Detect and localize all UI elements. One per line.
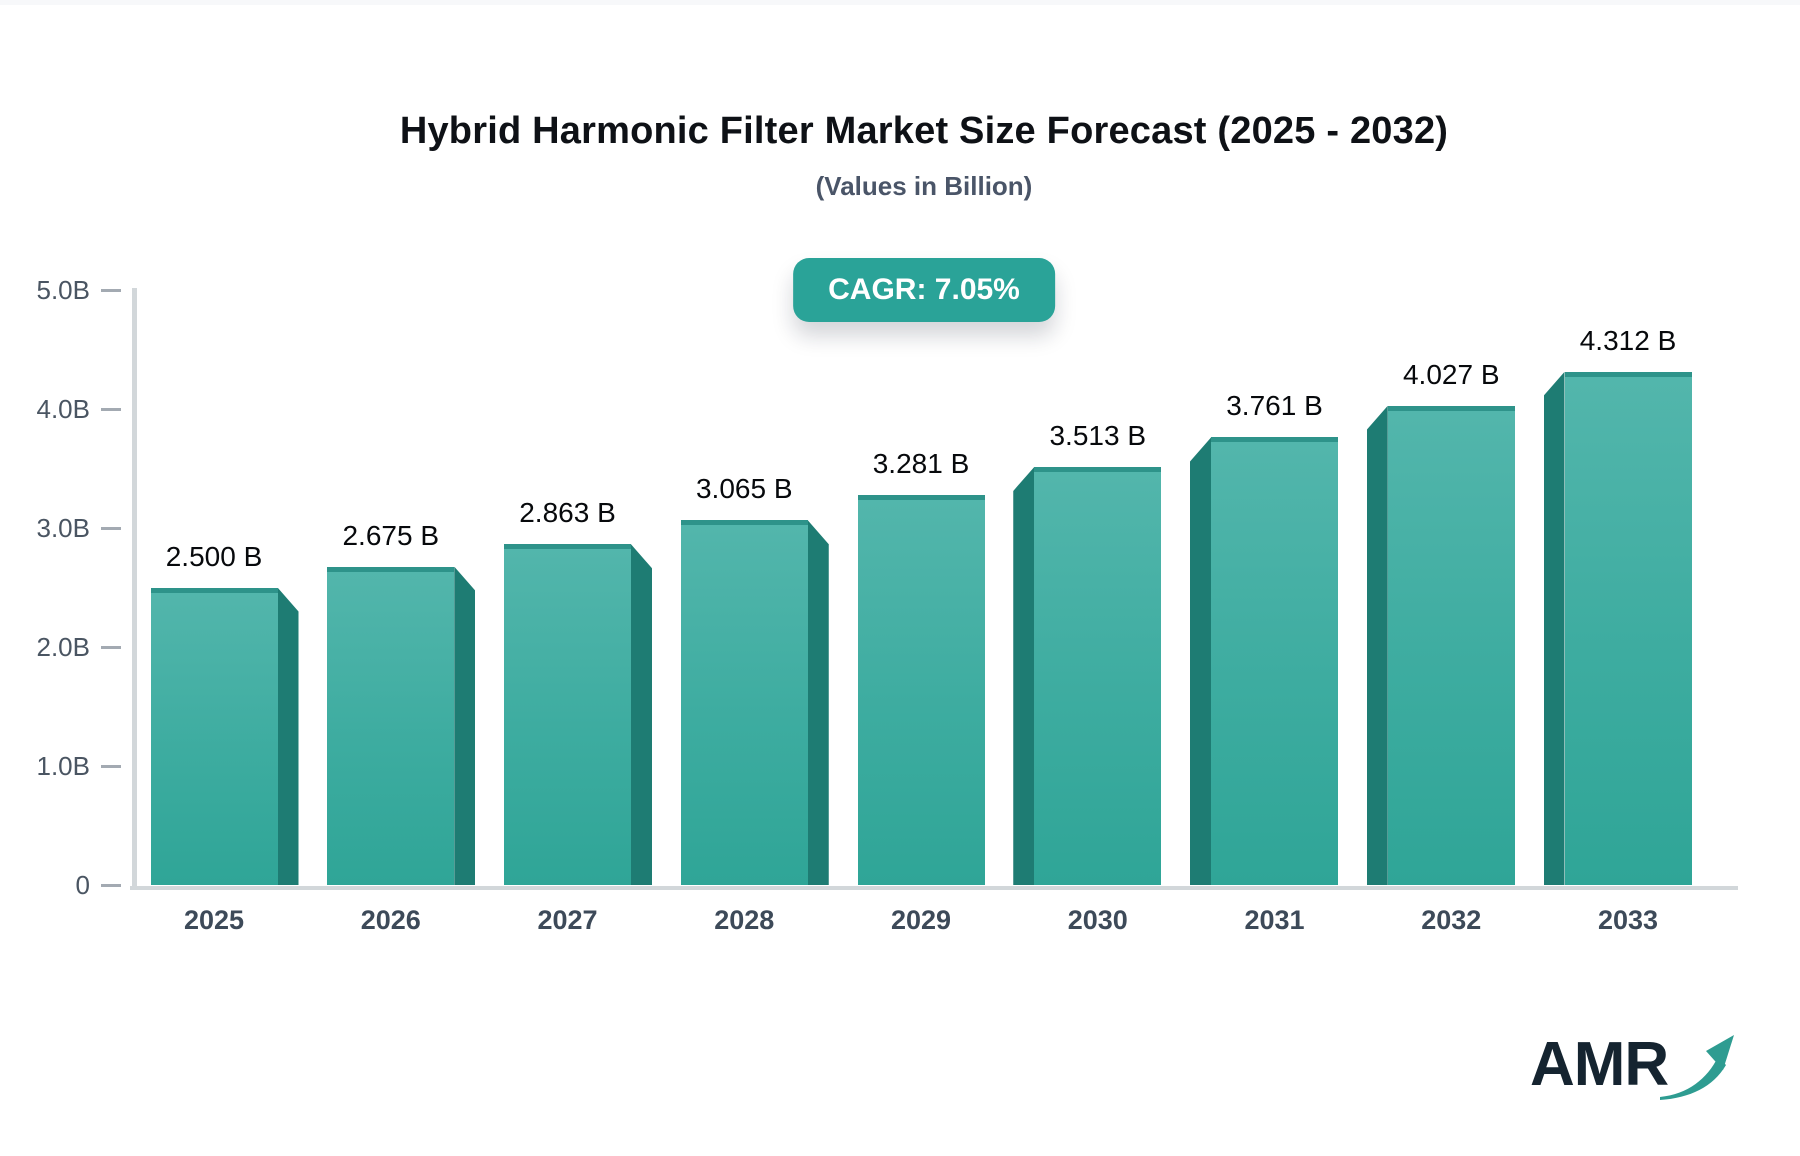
y-axis-tick-label: 0 [75, 870, 90, 900]
x-axis-label: 2025 [183, 905, 245, 935]
y-axis-tick-mark [101, 408, 121, 411]
cagr-badge: CAGR: 7.05% [793, 258, 1055, 322]
bar-top-edge [1211, 437, 1338, 443]
bar-face [327, 566, 455, 885]
y-axis-tick-mark [101, 884, 121, 887]
bar-value-label: 4.312 B [1579, 324, 1677, 356]
chart-title: Hybrid Harmonic Filter Market Size Forec… [399, 110, 1449, 152]
bar-value-label: 2.500 B [165, 540, 263, 572]
y-axis-tick-label: 1.0B [36, 751, 91, 781]
y-axis-tick-label: 5.0B [36, 275, 91, 305]
x-axis-label: 2028 [714, 905, 775, 935]
chart-subtitle: (Values in Billion) [815, 171, 1033, 201]
y-axis-tick-mark [101, 765, 121, 768]
y-axis-tick-label: 4.0B [36, 394, 91, 424]
bar-top-edge [680, 520, 808, 526]
bar-top-edge [327, 566, 455, 572]
bar-face [1211, 437, 1338, 885]
y-axis-tick-label: 2.0B [36, 632, 91, 662]
bar-value-label: 2.863 B [519, 497, 616, 529]
y-axis-line [132, 288, 137, 889]
y-axis-tick-mark [101, 646, 121, 649]
bar-face [857, 494, 985, 885]
bar-value-label: 3.065 B [695, 473, 793, 505]
bar-top-edge [857, 494, 985, 500]
bar-side-face [1543, 371, 1565, 885]
bar-top-edge [1034, 466, 1162, 472]
bar-side-face [277, 587, 299, 885]
x-axis-label: 2027 [537, 905, 598, 935]
bar-side-face [454, 566, 476, 885]
bar-face [1034, 466, 1162, 885]
bar-side-face [631, 544, 652, 885]
bar-side-face [807, 520, 829, 885]
y-axis-tick-mark [101, 527, 121, 530]
x-axis-label: 2030 [1067, 905, 1128, 935]
bar-face [1387, 405, 1515, 885]
bar-value-label: 2.675 B [342, 519, 440, 551]
x-axis-label: 2029 [890, 905, 952, 935]
bar-top-edge [1387, 405, 1515, 411]
y-axis-tick-mark [101, 289, 121, 292]
bar-side-face [1013, 466, 1035, 885]
bar-face [680, 520, 808, 885]
bar-value-label: 3.281 B [872, 447, 970, 479]
bar-top-edge [504, 544, 631, 550]
x-axis-line [130, 886, 1738, 890]
x-axis-label: 2026 [360, 905, 421, 935]
bar-face [504, 544, 631, 885]
bar-side-face [1366, 405, 1388, 885]
bar-value-label: 3.761 B [1226, 390, 1323, 422]
growth-arrow-icon [1660, 1035, 1735, 1100]
x-axis-label: 2031 [1244, 905, 1305, 935]
bar-face [150, 587, 278, 885]
y-axis-tick-label: 3.0B [36, 513, 91, 543]
bar-top-edge [150, 587, 278, 593]
x-axis-label: 2032 [1421, 905, 1482, 935]
window-top-strip [0, 0, 1800, 5]
bar-value-label: 4.027 B [1402, 358, 1500, 390]
bar-value-label: 3.513 B [1049, 419, 1147, 451]
bar-side-face [1190, 437, 1211, 885]
amr-logo-text: AMR [1530, 1030, 1669, 1099]
x-axis-label: 2033 [1597, 905, 1659, 935]
amr-logo: AMR [1530, 1030, 1735, 1100]
bar-face [1564, 371, 1692, 885]
bar-top-edge [1564, 371, 1692, 377]
